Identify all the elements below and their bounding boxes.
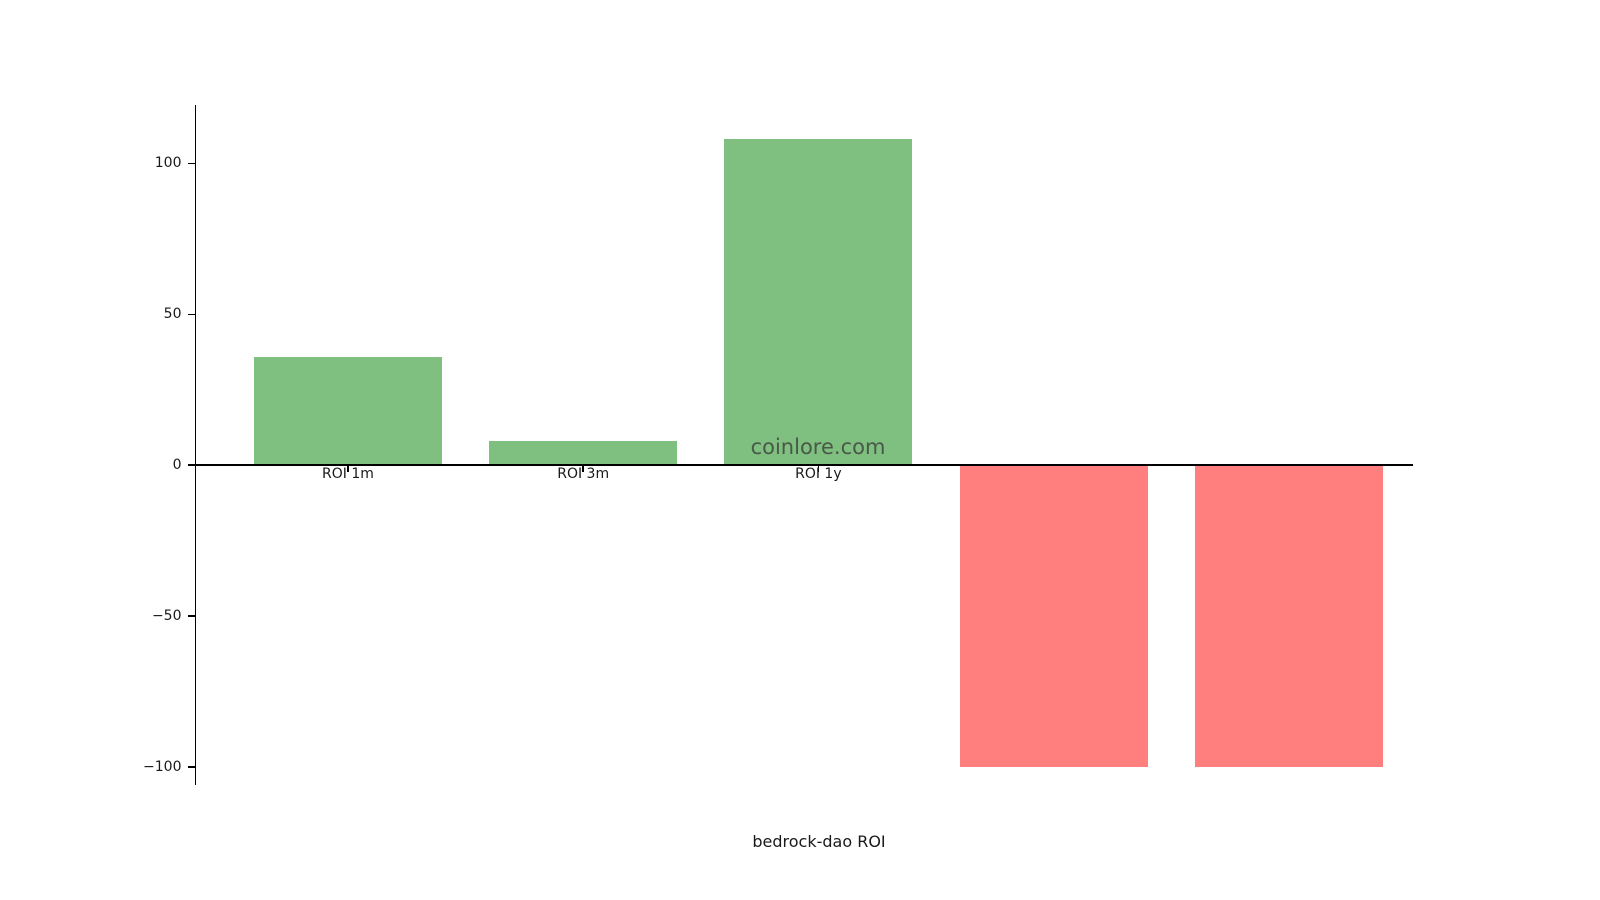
y-tick-mark xyxy=(187,464,195,466)
chart-title: bedrock-dao ROI xyxy=(752,832,886,851)
x-tick-label: ROI 1m xyxy=(322,465,374,482)
y-tick-mark xyxy=(187,766,195,768)
x-tick-mark xyxy=(347,465,349,472)
y-tick-mark xyxy=(187,615,195,617)
y-tick-label: 0 xyxy=(172,457,182,474)
y-tick-mark xyxy=(187,313,195,315)
y-tick-label: −100 xyxy=(143,759,182,776)
bar-roi-1y xyxy=(724,139,913,465)
y-tick-label: 50 xyxy=(163,306,182,323)
y-tick-mark xyxy=(187,162,195,165)
bar-roi-1m xyxy=(253,356,443,465)
bar-unlabeled-3 xyxy=(959,465,1148,768)
bar-roi-3m xyxy=(489,441,678,465)
watermark-text: coinlore.com xyxy=(750,435,886,459)
bar-unlabeled-4 xyxy=(1194,465,1383,768)
x-axis-line xyxy=(196,464,1413,466)
x-tick-mark xyxy=(817,465,820,472)
x-tick-mark xyxy=(582,465,584,472)
x-tick-label: ROI 1y xyxy=(795,465,842,482)
x-tick-label: ROI 3m xyxy=(557,465,610,482)
y-tick-label: −50 xyxy=(151,608,182,625)
y-axis-spine xyxy=(194,105,196,785)
y-tick-label: 100 xyxy=(154,155,182,172)
